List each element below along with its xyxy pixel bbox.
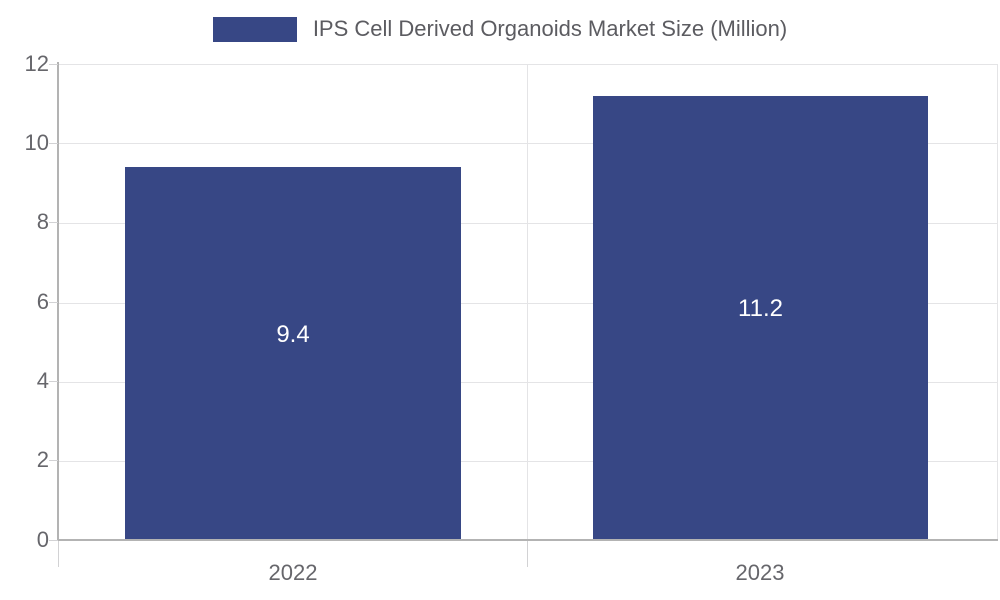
y-tick-mark-12 (49, 64, 58, 65)
bar-2023[interactable]: 11.2 (593, 95, 928, 540)
y-axis-base-tick (58, 541, 59, 567)
bar-value-label-2023: 11.2 (738, 295, 783, 323)
y-axis-line (57, 62, 59, 541)
x-axis-center-tick (527, 541, 528, 567)
y-axis-tick-labels: 12 10 8 6 4 2 0 (0, 0, 49, 600)
y-tick-label-8: 8 (36, 209, 49, 234)
gridline-2 (59, 461, 997, 462)
gridline-6 (59, 303, 997, 304)
plot-area: 9.4 11.2 (59, 64, 998, 540)
y-tick-label-4: 4 (36, 368, 49, 393)
y-tick-mark-0 (49, 540, 58, 541)
gridline-4 (59, 382, 997, 383)
y-tick-mark-10 (49, 143, 58, 144)
y-tick-mark-4 (49, 381, 58, 382)
legend-item-ips-cell-derived-organoids[interactable]: IPS Cell Derived Organoids Market Size (… (212, 16, 788, 42)
bar-2022[interactable]: 9.4 (125, 167, 461, 540)
legend-color-swatch (212, 16, 297, 42)
y-tick-label-12: 12 (24, 51, 49, 76)
bar-value-label-2022: 9.4 (276, 320, 310, 348)
gridline-8 (59, 223, 997, 224)
y-tick-mark-6 (49, 302, 58, 303)
y-tick-label-10: 10 (24, 130, 49, 155)
y-tick-label-0: 0 (36, 527, 49, 552)
x-tick-label-2022: 2022 (268, 560, 318, 585)
legend-item-label: IPS Cell Derived Organoids Market Size (… (312, 16, 788, 41)
x-tick-label-2023: 2023 (735, 560, 785, 585)
y-tick-label-2: 2 (36, 447, 49, 472)
gridline-10 (59, 143, 997, 144)
chart-legend: IPS Cell Derived Organoids Market Size (… (0, 0, 1000, 58)
gridline-category-divider (527, 65, 528, 540)
y-tick-mark-2 (49, 460, 58, 461)
y-tick-mark-8 (49, 222, 58, 223)
y-tick-label-6: 6 (36, 289, 49, 314)
x-axis-line (57, 539, 998, 541)
